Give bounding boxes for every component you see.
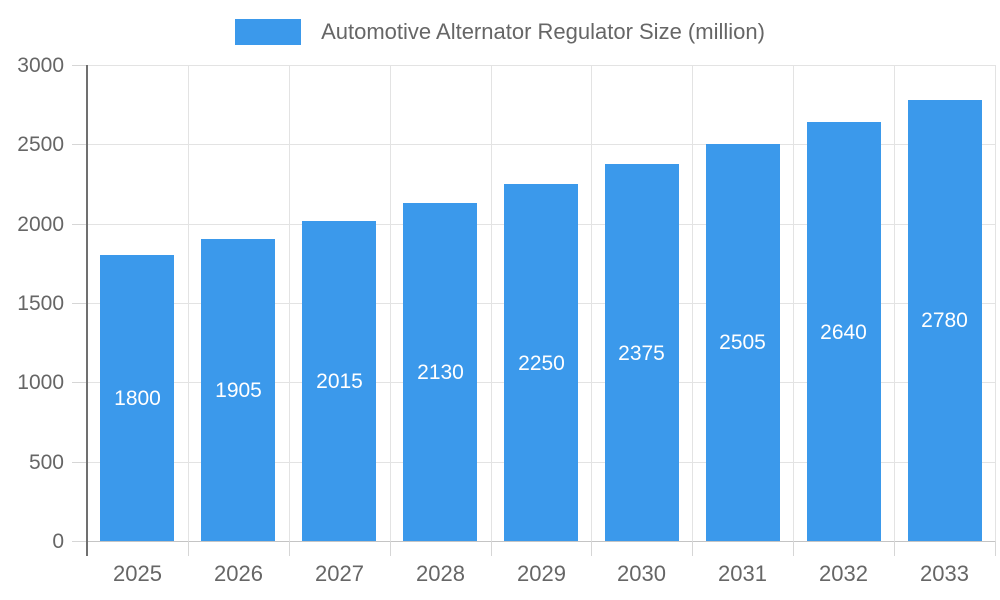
- bar-value-label: 1800: [114, 387, 161, 410]
- bar: [504, 184, 578, 541]
- y-tick-label: 3000: [17, 54, 64, 77]
- x-axis-tick: [390, 541, 391, 556]
- y-axis-line: [86, 65, 88, 556]
- x-axis-tick: [894, 541, 895, 556]
- bar: [706, 144, 780, 541]
- bar: [403, 203, 477, 541]
- y-axis-tick: [72, 65, 87, 66]
- y-tick-label: 1000: [17, 371, 64, 394]
- x-tick-label: 2029: [517, 561, 566, 586]
- bar-value-label: 2640: [820, 321, 867, 344]
- gridline-horizontal: [87, 541, 995, 542]
- y-tick-label: 2500: [17, 133, 64, 156]
- bar: [302, 221, 376, 541]
- y-tick-label: 500: [28, 451, 64, 474]
- gridline-vertical: [894, 65, 895, 541]
- x-axis-tick: [793, 541, 794, 556]
- gridline-vertical: [793, 65, 794, 541]
- y-axis-tick: [72, 144, 87, 145]
- y-axis-tick: [72, 462, 87, 463]
- bar: [605, 164, 679, 541]
- bar-value-label: 2505: [719, 331, 766, 354]
- legend-label: Automotive Alternator Regulator Size (mi…: [321, 19, 765, 44]
- gridline-vertical: [692, 65, 693, 541]
- gridline-horizontal: [87, 65, 995, 66]
- x-axis-tick: [995, 541, 996, 556]
- legend: Automotive Alternator Regulator Size (mi…: [0, 14, 1000, 50]
- legend-swatch: [235, 19, 302, 45]
- x-tick-label: 2031: [718, 561, 767, 586]
- gridline-vertical: [188, 65, 189, 541]
- bar: [100, 255, 174, 541]
- bar-value-label: 2780: [921, 309, 968, 332]
- bar-value-label: 1905: [215, 379, 262, 402]
- bar-value-label: 2015: [316, 370, 363, 393]
- x-axis-tick: [289, 541, 290, 556]
- x-axis-tick: [591, 541, 592, 556]
- bar: [807, 122, 881, 541]
- bar: [201, 239, 275, 541]
- x-tick-label: 2033: [920, 561, 969, 586]
- gridline-horizontal: [87, 144, 995, 145]
- x-axis-tick: [692, 541, 693, 556]
- bar-value-label: 2250: [518, 352, 565, 375]
- gridline-vertical: [995, 65, 996, 541]
- y-axis-tick: [72, 382, 87, 383]
- y-tick-label: 2000: [17, 213, 64, 236]
- x-tick-label: 2026: [214, 561, 263, 586]
- bar-value-label: 2375: [618, 342, 665, 365]
- x-axis-tick: [491, 541, 492, 556]
- bar-value-label: 2130: [417, 361, 464, 384]
- y-axis-tick: [72, 541, 87, 542]
- y-tick-label: 1500: [17, 292, 64, 315]
- gridline-vertical: [591, 65, 592, 541]
- x-tick-label: 2027: [315, 561, 364, 586]
- x-tick-label: 2030: [617, 561, 666, 586]
- gridline-vertical: [390, 65, 391, 541]
- bar: [908, 100, 982, 541]
- x-axis-tick: [188, 541, 189, 556]
- x-tick-label: 2028: [416, 561, 465, 586]
- x-tick-label: 2025: [113, 561, 162, 586]
- gridline-vertical: [289, 65, 290, 541]
- y-tick-label: 0: [52, 530, 64, 553]
- x-tick-label: 2032: [819, 561, 868, 586]
- y-axis-tick: [72, 224, 87, 225]
- gridline-vertical: [491, 65, 492, 541]
- y-axis-tick: [72, 303, 87, 304]
